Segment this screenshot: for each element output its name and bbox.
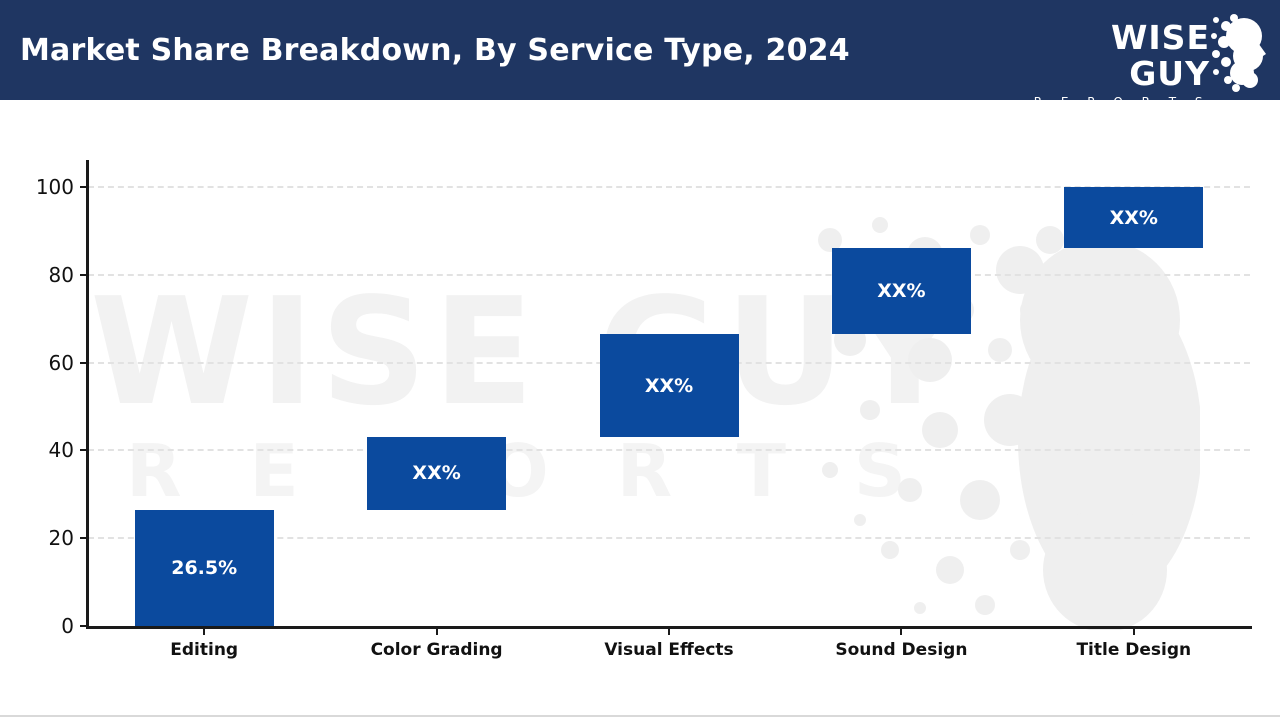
y-tick-label: 20: [48, 526, 74, 551]
x-tick-mark: [668, 629, 670, 635]
wiseguy-logo-text: WISE GUY R E P O R T S: [1018, 20, 1210, 110]
bar-value-label: XX%: [644, 374, 694, 397]
x-tick-mark: [435, 629, 438, 635]
watermark-text-wiseguy: WISE GUY: [90, 266, 965, 438]
header-banner: Market Share Breakdown, By Service Type,…: [0, 0, 1280, 109]
y-tick-mark: [80, 625, 88, 627]
x-tick-label: Title Design: [1076, 640, 1192, 660]
y-tick-label: 100: [35, 175, 74, 199]
gridline: [88, 537, 1250, 540]
bar-value-label: 26.5%: [171, 556, 238, 579]
x-tick-mark: [1132, 629, 1135, 635]
y-tick-mark: [80, 186, 88, 188]
wiseguy-logo-line2: R E P O R T S: [1033, 95, 1210, 109]
y-tick-label: 60: [48, 350, 74, 375]
bottom-divider: [0, 715, 1280, 717]
y-tick-mark: [80, 273, 88, 276]
y-tick-mark: [80, 537, 88, 540]
gridline: [88, 273, 1250, 276]
wiseguy-logo: WISE GUY R E P O R T S: [1018, 6, 1268, 109]
bar-value-label: XX%: [1109, 206, 1158, 229]
wiseguy-logo-line1: WISE GUY: [1111, 18, 1210, 93]
waterfall-bar: XX%: [599, 334, 739, 438]
x-tick-label: Editing: [170, 640, 239, 660]
wiseguy-head-logo-icon: [1211, 14, 1266, 92]
y-tick-mark: [80, 361, 88, 364]
y-tick-label: 80: [48, 262, 74, 287]
bar-value-label: XX%: [412, 462, 461, 485]
x-tick-mark: [900, 629, 903, 635]
y-tick-label: 40: [48, 438, 74, 463]
x-axis-line: [86, 626, 1252, 629]
waterfall-bar: XX%: [367, 437, 507, 510]
y-axis-line: [86, 160, 89, 628]
waterfall-bar: 26.5%: [134, 509, 274, 626]
y-tick-label: 0: [61, 614, 74, 638]
watermark-text-reports: REPORTS: [126, 429, 974, 513]
gridline: [88, 449, 1250, 452]
bar-value-label: XX%: [877, 280, 926, 303]
x-tick-mark: [203, 629, 206, 635]
page-title: Market Share Breakdown, By Service Type,…: [20, 32, 850, 68]
x-tick-label: Color Grading: [370, 640, 503, 660]
waterfall-bar: XX%: [831, 248, 971, 335]
y-tick-mark: [80, 449, 88, 452]
x-tick-label: Visual Effects: [604, 640, 734, 660]
waterfall-bar: XX%: [1064, 187, 1204, 249]
x-tick-label: Sound Design: [835, 640, 968, 660]
gridline: [88, 186, 1250, 188]
